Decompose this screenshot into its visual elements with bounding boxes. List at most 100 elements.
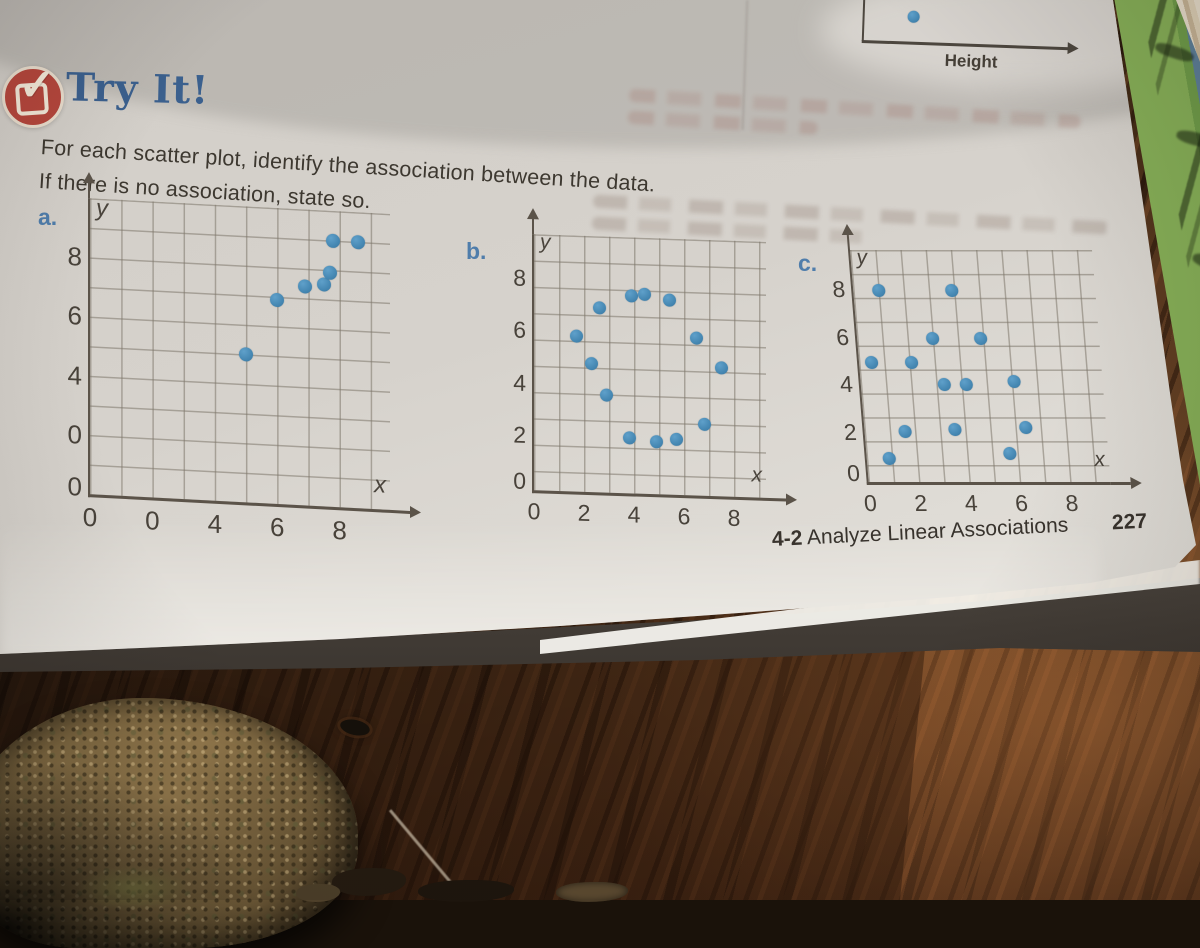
data-point — [959, 377, 974, 391]
data-point — [298, 279, 313, 294]
section-number: 4-2 — [771, 526, 803, 551]
y-axis-label: y — [855, 246, 869, 269]
x-tick-label: 8 — [332, 514, 347, 546]
data-point — [897, 425, 912, 439]
data-point — [570, 329, 583, 344]
data-point — [670, 432, 683, 447]
y-tick-label: 2 — [513, 421, 526, 449]
data-point — [948, 422, 963, 436]
x-axis-label: x — [374, 471, 386, 499]
x-tick-label: 4 — [627, 501, 641, 528]
plot-letter-b: b. — [466, 238, 487, 264]
x-axis-line — [766, 497, 786, 502]
data-point — [973, 332, 988, 346]
rock-fragment — [418, 880, 514, 902]
y-axis-arrow-icon — [840, 224, 854, 235]
x-tick-label: 6 — [677, 502, 691, 530]
origin-label: 0 — [846, 460, 861, 486]
origin-label: 0 — [513, 467, 526, 494]
x-tick-label: 8 — [727, 504, 741, 532]
data-point — [622, 431, 636, 445]
data-point — [270, 292, 285, 308]
data-point — [650, 434, 663, 449]
x-tick-label: 0 — [145, 505, 160, 536]
data-point — [625, 289, 638, 303]
y-axis-arrow-icon — [83, 171, 95, 184]
data-point — [326, 233, 341, 248]
x-axis-arrow-icon — [786, 493, 797, 506]
rock-fragment — [556, 882, 628, 902]
y-tick-label: 6 — [835, 323, 851, 350]
y-tick-label: 8 — [67, 241, 82, 272]
plot-letter-c: c. — [798, 250, 818, 276]
data-point — [936, 377, 951, 391]
page-title: Try It! — [65, 64, 210, 114]
data-point — [690, 331, 703, 345]
x-tick-label: 2 — [913, 490, 929, 516]
partial-scatter-plot: Height — [850, 0, 1103, 88]
y-axis-line — [861, 0, 866, 42]
y-tick-label: 8 — [513, 264, 526, 291]
rock-fragment — [332, 868, 406, 896]
data-point — [907, 10, 921, 24]
data-point — [637, 287, 651, 301]
x-tick-label: 4 — [963, 490, 979, 516]
data-point — [871, 284, 886, 298]
data-point — [864, 356, 879, 369]
y-axis-arrow-icon — [527, 207, 539, 220]
data-point — [697, 418, 711, 432]
page-number: 227 — [1111, 509, 1148, 535]
data-point — [944, 284, 959, 298]
checkmark-icon: ✓ — [2, 61, 64, 128]
data-point — [882, 451, 897, 465]
y-tick-label: 6 — [513, 316, 526, 344]
origin-label: 0 — [67, 471, 82, 502]
y-axis-line — [532, 218, 534, 235]
x-tick-label: 0 — [527, 497, 541, 525]
data-point — [715, 360, 728, 375]
y-tick-label: 4 — [513, 369, 526, 396]
x-axis-label: x — [751, 463, 763, 487]
data-point — [1018, 420, 1033, 434]
x-tick-label: 6 — [1014, 490, 1029, 516]
y-axis-line — [88, 182, 90, 199]
y-tick-label: 8 — [831, 275, 847, 302]
axis-arrow-icon — [1067, 42, 1079, 55]
y-axis-label: y — [540, 230, 551, 254]
x-tick-label: 2 — [577, 499, 591, 527]
y-tick-label: 0 — [67, 418, 82, 450]
x-axis-label: x — [1093, 448, 1106, 471]
x-axis-arrow-icon — [1130, 477, 1143, 489]
x-tick-label: 0 — [82, 501, 98, 533]
data-point — [1007, 375, 1022, 389]
data-point — [600, 388, 613, 402]
x-axis-line — [1110, 482, 1131, 485]
data-point — [585, 356, 598, 370]
data-point — [1002, 446, 1018, 460]
y-tick-label: 6 — [67, 300, 82, 332]
data-point — [351, 234, 366, 250]
axis-label-height: Height — [944, 50, 998, 72]
x-axis-line — [390, 509, 410, 514]
y-tick-label: 4 — [67, 359, 82, 391]
data-point — [592, 301, 606, 315]
y-tick-label: 2 — [842, 419, 858, 446]
rock-fragment — [296, 884, 340, 902]
y-tick-label: 4 — [838, 371, 854, 398]
y-axis-label: y — [96, 194, 108, 223]
plot-letter-a: a. — [38, 204, 58, 230]
check-glyph: ✓ — [18, 61, 56, 110]
data-point — [323, 265, 338, 281]
data-point — [904, 356, 919, 369]
data-point — [662, 293, 676, 307]
x-axis-arrow-icon — [410, 505, 421, 519]
x-tick-label: 6 — [269, 511, 285, 543]
data-point — [925, 332, 940, 346]
x-tick-label: 4 — [207, 508, 223, 540]
